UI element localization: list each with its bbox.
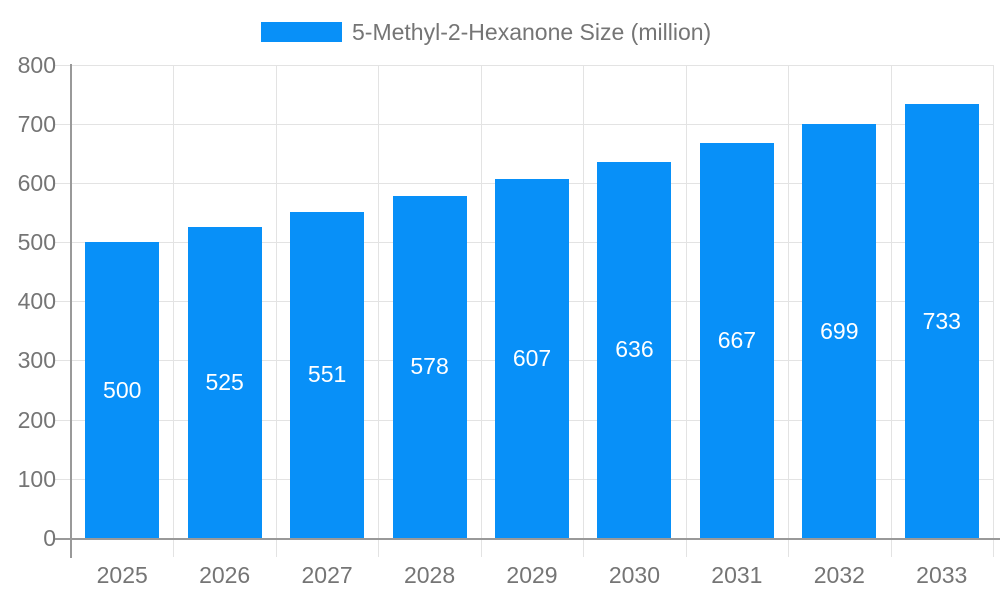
gridline-v xyxy=(788,64,790,557)
gridline-v xyxy=(890,64,892,557)
y-axis-tick-label: 300 xyxy=(17,347,56,374)
gridline-v xyxy=(173,64,175,557)
bar-2033: 733 xyxy=(904,104,979,538)
bar-2026: 525 xyxy=(187,227,262,538)
bar-value-label: 551 xyxy=(307,361,347,388)
x-axis-tick-label: 2033 xyxy=(916,562,968,588)
bar-value-label: 733 xyxy=(922,307,961,334)
legend-swatch xyxy=(261,22,342,42)
gridline-v xyxy=(275,64,277,557)
y-axis-tick-label: 100 xyxy=(17,465,56,492)
x-axis-tick-label: 2031 xyxy=(711,562,763,588)
y-axis-line xyxy=(69,64,72,558)
y-axis-tick-label: 600 xyxy=(17,169,56,196)
y-axis-tick-label: 500 xyxy=(17,229,56,256)
x-axis-tick-label: 2026 xyxy=(199,562,251,588)
y-axis-tick-label: 400 xyxy=(17,288,56,315)
bar-value-label: 667 xyxy=(717,327,757,354)
bar-value-label: 578 xyxy=(410,353,449,380)
y-axis-tick-label: 200 xyxy=(17,406,56,433)
gridline-v xyxy=(583,64,585,557)
x-axis-tick-label: 2025 xyxy=(96,562,148,588)
bar-2028: 578 xyxy=(392,195,467,538)
bar-2030: 636 xyxy=(597,161,672,538)
bar-2027: 551 xyxy=(290,211,365,538)
gridline-v xyxy=(685,64,687,557)
y-axis-tick-label: 800 xyxy=(17,51,56,78)
gridline-h xyxy=(55,64,993,66)
x-axis-line xyxy=(55,538,1000,540)
y-axis-tick-label: 700 xyxy=(17,110,56,137)
x-axis-tick-label: 2029 xyxy=(506,562,558,588)
bar-2025: 500 xyxy=(85,242,160,538)
gridline-v xyxy=(378,64,380,557)
x-axis-tick-label: 2032 xyxy=(813,562,865,588)
legend-label: 5-Methyl-2-Hexanone Size (million) xyxy=(352,19,712,45)
chart-legend: 5-Methyl-2-Hexanone Size (million) xyxy=(0,0,1000,56)
x-axis-tick-label: 2030 xyxy=(608,562,661,588)
bar-value-label: 699 xyxy=(820,317,859,344)
y-axis-tick-label: 0 xyxy=(43,525,56,551)
bar-value-label: 500 xyxy=(103,376,142,403)
gridline-v xyxy=(993,64,994,557)
x-axis-tick-label: 2028 xyxy=(403,562,456,588)
bar-value-label: 525 xyxy=(205,369,244,396)
bar-value-label: 636 xyxy=(615,336,654,363)
bar-2031: 667 xyxy=(699,143,774,538)
bar-2032: 699 xyxy=(802,124,877,538)
gridline-h xyxy=(55,123,993,125)
bar-2029: 607 xyxy=(495,178,569,538)
bar-value-label: 607 xyxy=(512,344,552,371)
gridline-v xyxy=(480,64,482,557)
x-axis-tick-label: 2027 xyxy=(301,562,353,588)
